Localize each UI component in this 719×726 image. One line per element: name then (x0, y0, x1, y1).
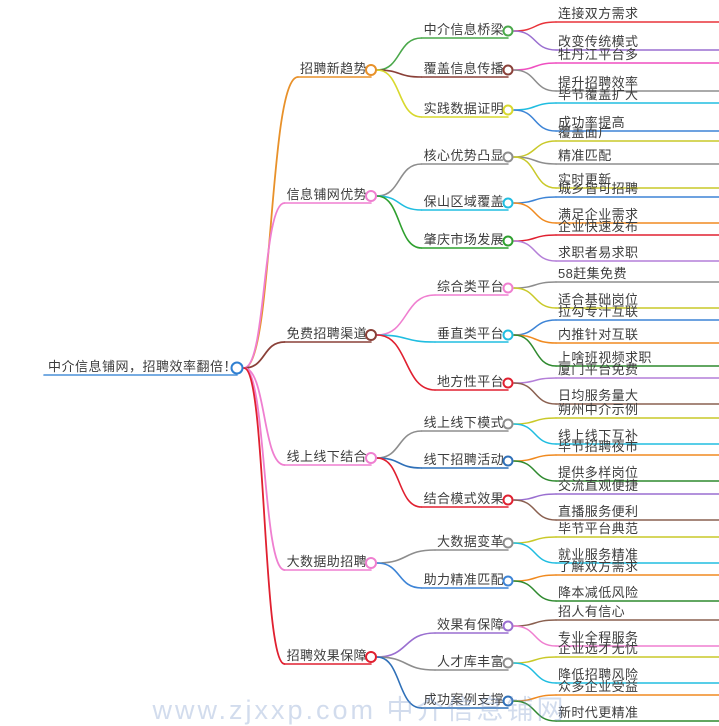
branch-dot-2[interactable] (365, 329, 377, 341)
sub-node-1-0[interactable]: 核心优势凸显 (423, 148, 504, 163)
leaf-node-2-0-1[interactable]: 适合基础岗位 (558, 292, 639, 307)
sub-dot-1-0[interactable] (502, 151, 514, 163)
leaf-node-3-0-0[interactable]: 朔州中介示例 (558, 402, 639, 417)
sub-node-0-2[interactable]: 实践数据证明 (423, 101, 504, 116)
leaf-node-1-2-1[interactable]: 求职者易求职 (558, 245, 639, 260)
sub-node-3-0[interactable]: 线上线下模式 (423, 415, 504, 430)
leaf-node-5-1-1[interactable]: 降低招聘风险 (558, 667, 639, 682)
sub-dot-0-1[interactable] (502, 64, 514, 76)
leaf-node-2-1-2[interactable]: 上啥班视频求职 (558, 350, 652, 365)
branch-node-4[interactable]: 大数据助招聘 (286, 554, 367, 569)
leaf-node-5-0-0[interactable]: 招人有信心 (558, 604, 626, 619)
root-node-dot[interactable] (230, 361, 244, 375)
sub-dot-3-1[interactable] (502, 455, 514, 467)
branch-dot-0[interactable] (365, 64, 377, 76)
sub-dot-1-1[interactable] (502, 197, 514, 209)
sub-node-1-2[interactable]: 肇庆市场发展 (423, 232, 504, 247)
leaf-node-0-1-0[interactable]: 牡丹江平台多 (558, 47, 639, 62)
leaf-node-4-0-1[interactable]: 就业服务精准 (558, 547, 639, 562)
leaf-node-5-2-1[interactable]: 新时代更精准 (558, 705, 639, 720)
sub-node-2-2[interactable]: 地方性平台 (436, 374, 504, 389)
sub-node-3-2[interactable]: 结合模式效果 (423, 491, 504, 506)
sub-dot-3-0[interactable] (502, 418, 514, 430)
sub-node-1-1[interactable]: 保山区域覆盖 (423, 194, 504, 209)
sub-node-0-0[interactable]: 中介信息桥梁 (423, 22, 504, 37)
sub-node-2-0[interactable]: 综合类平台 (436, 279, 504, 294)
sub-dot-2-2[interactable] (502, 377, 514, 389)
leaf-node-5-2-0[interactable]: 众多企业受益 (558, 679, 639, 694)
leaf-node-1-2-0[interactable]: 企业快速发布 (558, 219, 639, 234)
leaf-node-0-2-1[interactable]: 成功率提高 (558, 115, 626, 130)
sub-dot-2-0[interactable] (502, 282, 514, 294)
sub-dot-4-1[interactable] (502, 575, 514, 587)
leaf-node-0-1-1[interactable]: 提升招聘效率 (558, 75, 639, 90)
branch-dot-5[interactable] (365, 651, 377, 663)
leaf-node-1-1-0[interactable]: 城乡皆可招聘 (558, 181, 639, 196)
branch-node-0[interactable]: 招聘新趋势 (299, 61, 367, 76)
leaf-node-2-1-0[interactable]: 拉勾专汁互联 (558, 304, 639, 319)
sub-dot-5-2[interactable] (502, 695, 514, 707)
root-node-label: 中介信息铺网，招聘效率翻倍！ (47, 359, 237, 374)
sub-node-4-0[interactable]: 大数据变革 (436, 534, 504, 549)
sub-dot-3-2[interactable] (502, 494, 514, 506)
sub-node-2-1[interactable]: 垂直类平台 (436, 326, 504, 341)
sub-dot-0-2[interactable] (502, 104, 514, 116)
leaf-node-5-1-0[interactable]: 企业选才无忧 (558, 641, 639, 656)
branch-node-3[interactable]: 线上线下结合 (286, 449, 367, 464)
branch-dot-3[interactable] (365, 452, 377, 464)
sub-dot-2-1[interactable] (502, 329, 514, 341)
leaf-node-1-0-0[interactable]: 覆盖面广 (558, 125, 612, 140)
leaf-node-4-1-1[interactable]: 降本减低风险 (558, 585, 639, 600)
sub-node-5-1[interactable]: 人才库丰富 (436, 654, 504, 669)
leaf-node-0-0-0[interactable]: 连接双方需求 (558, 6, 639, 21)
leaf-node-4-1-0[interactable]: 了解双方需求 (558, 559, 639, 574)
leaf-node-1-0-1[interactable]: 精准匹配 (558, 148, 612, 163)
branch-node-1[interactable]: 信息铺网优势 (286, 187, 367, 202)
sub-node-5-2[interactable]: 成功案例支撑 (423, 692, 504, 707)
sub-dot-5-0[interactable] (502, 620, 514, 632)
branch-node-5[interactable]: 招聘效果保障 (286, 648, 367, 663)
leaf-node-3-0-1[interactable]: 线上线下互补 (558, 428, 639, 443)
sub-dot-4-0[interactable] (502, 537, 514, 549)
sub-node-0-1[interactable]: 覆盖信息传播 (423, 61, 504, 76)
leaf-node-1-0-2[interactable]: 实时更新 (558, 172, 612, 187)
leaf-node-2-2-0[interactable]: 厦门平台免费 (558, 362, 639, 377)
leaf-node-3-1-0[interactable]: 毕节招聘夜市 (558, 439, 639, 454)
leaf-node-5-0-1[interactable]: 专业全程服务 (558, 630, 639, 645)
sub-node-5-0[interactable]: 效果有保障 (436, 617, 504, 632)
leaf-node-1-1-1[interactable]: 满足企业需求 (558, 207, 639, 222)
leaf-node-2-2-1[interactable]: 日均服务量大 (558, 388, 639, 403)
leaf-node-0-2-0[interactable]: 毕节覆盖扩大 (558, 87, 639, 102)
branch-node-2[interactable]: 免费招聘渠道 (286, 326, 367, 341)
leaf-node-3-1-1[interactable]: 提供多样岗位 (558, 465, 639, 480)
sub-dot-1-2[interactable] (502, 235, 514, 247)
sub-node-4-1[interactable]: 助力精准匹配 (423, 572, 504, 587)
branch-dot-4[interactable] (365, 557, 377, 569)
leaf-node-2-1-1[interactable]: 内推针对互联 (558, 327, 639, 342)
leaf-node-4-0-0[interactable]: 毕节平台典范 (558, 521, 639, 536)
sub-dot-5-1[interactable] (502, 657, 514, 669)
sub-dot-0-0[interactable] (502, 25, 514, 37)
branch-dot-1[interactable] (365, 190, 377, 202)
leaf-node-0-0-1[interactable]: 改变传统模式 (558, 34, 639, 49)
leaf-node-3-2-0[interactable]: 交流直观便捷 (558, 478, 639, 493)
leaf-node-3-2-1[interactable]: 直播服务便利 (558, 504, 639, 519)
sub-node-3-1[interactable]: 线下招聘活动 (423, 452, 504, 467)
leaf-node-2-0-0[interactable]: 58赶集免费 (558, 266, 627, 281)
